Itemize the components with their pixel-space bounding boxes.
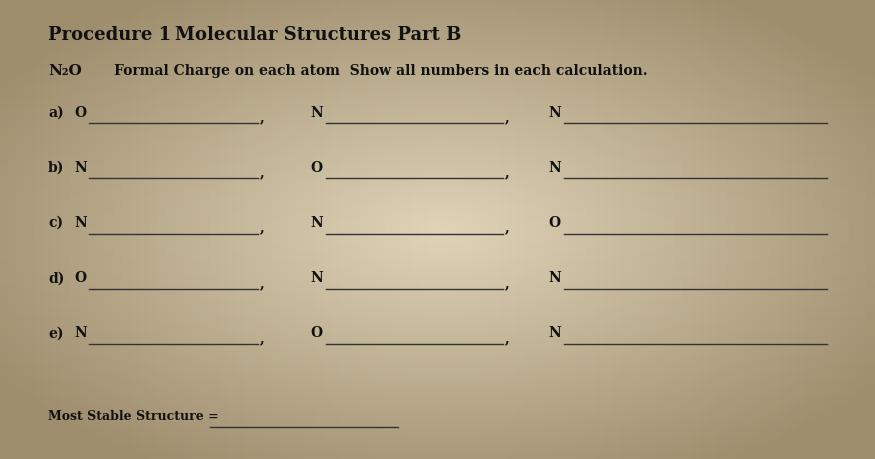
Text: b): b) [48, 161, 65, 174]
Text: N: N [549, 271, 562, 285]
Text: O: O [311, 326, 323, 340]
Text: Formal Charge on each atom  Show all numbers in each calculation.: Formal Charge on each atom Show all numb… [114, 64, 648, 78]
Text: ,: , [260, 330, 264, 344]
Text: N: N [74, 216, 88, 230]
Text: e): e) [48, 326, 64, 340]
Text: N: N [549, 161, 562, 174]
Text: O: O [549, 216, 561, 230]
Text: c): c) [48, 216, 63, 230]
Text: O: O [311, 161, 323, 174]
Text: ,: , [505, 330, 509, 344]
Text: ,: , [505, 110, 509, 124]
Text: Procedure 1: Procedure 1 [48, 25, 172, 44]
Text: ,: , [505, 165, 509, 179]
Text: ,: , [505, 220, 509, 234]
Text: O: O [74, 271, 87, 285]
Text: d): d) [48, 271, 65, 285]
Text: N: N [549, 326, 562, 340]
Text: N: N [74, 326, 88, 340]
Text: Most Stable Structure =: Most Stable Structure = [48, 409, 219, 422]
Text: ,: , [505, 275, 509, 289]
Text: a): a) [48, 106, 64, 119]
Text: N: N [549, 106, 562, 119]
Text: ,: , [260, 110, 264, 124]
Text: O: O [74, 106, 87, 119]
Text: ,: , [260, 220, 264, 234]
Text: ,: , [260, 275, 264, 289]
Text: ,: , [260, 165, 264, 179]
Text: N: N [311, 106, 324, 119]
Text: Molecular Structures Part B: Molecular Structures Part B [175, 25, 461, 44]
Text: N₂O: N₂O [48, 64, 82, 78]
Text: N: N [74, 161, 88, 174]
Text: N: N [311, 271, 324, 285]
Text: N: N [311, 216, 324, 230]
